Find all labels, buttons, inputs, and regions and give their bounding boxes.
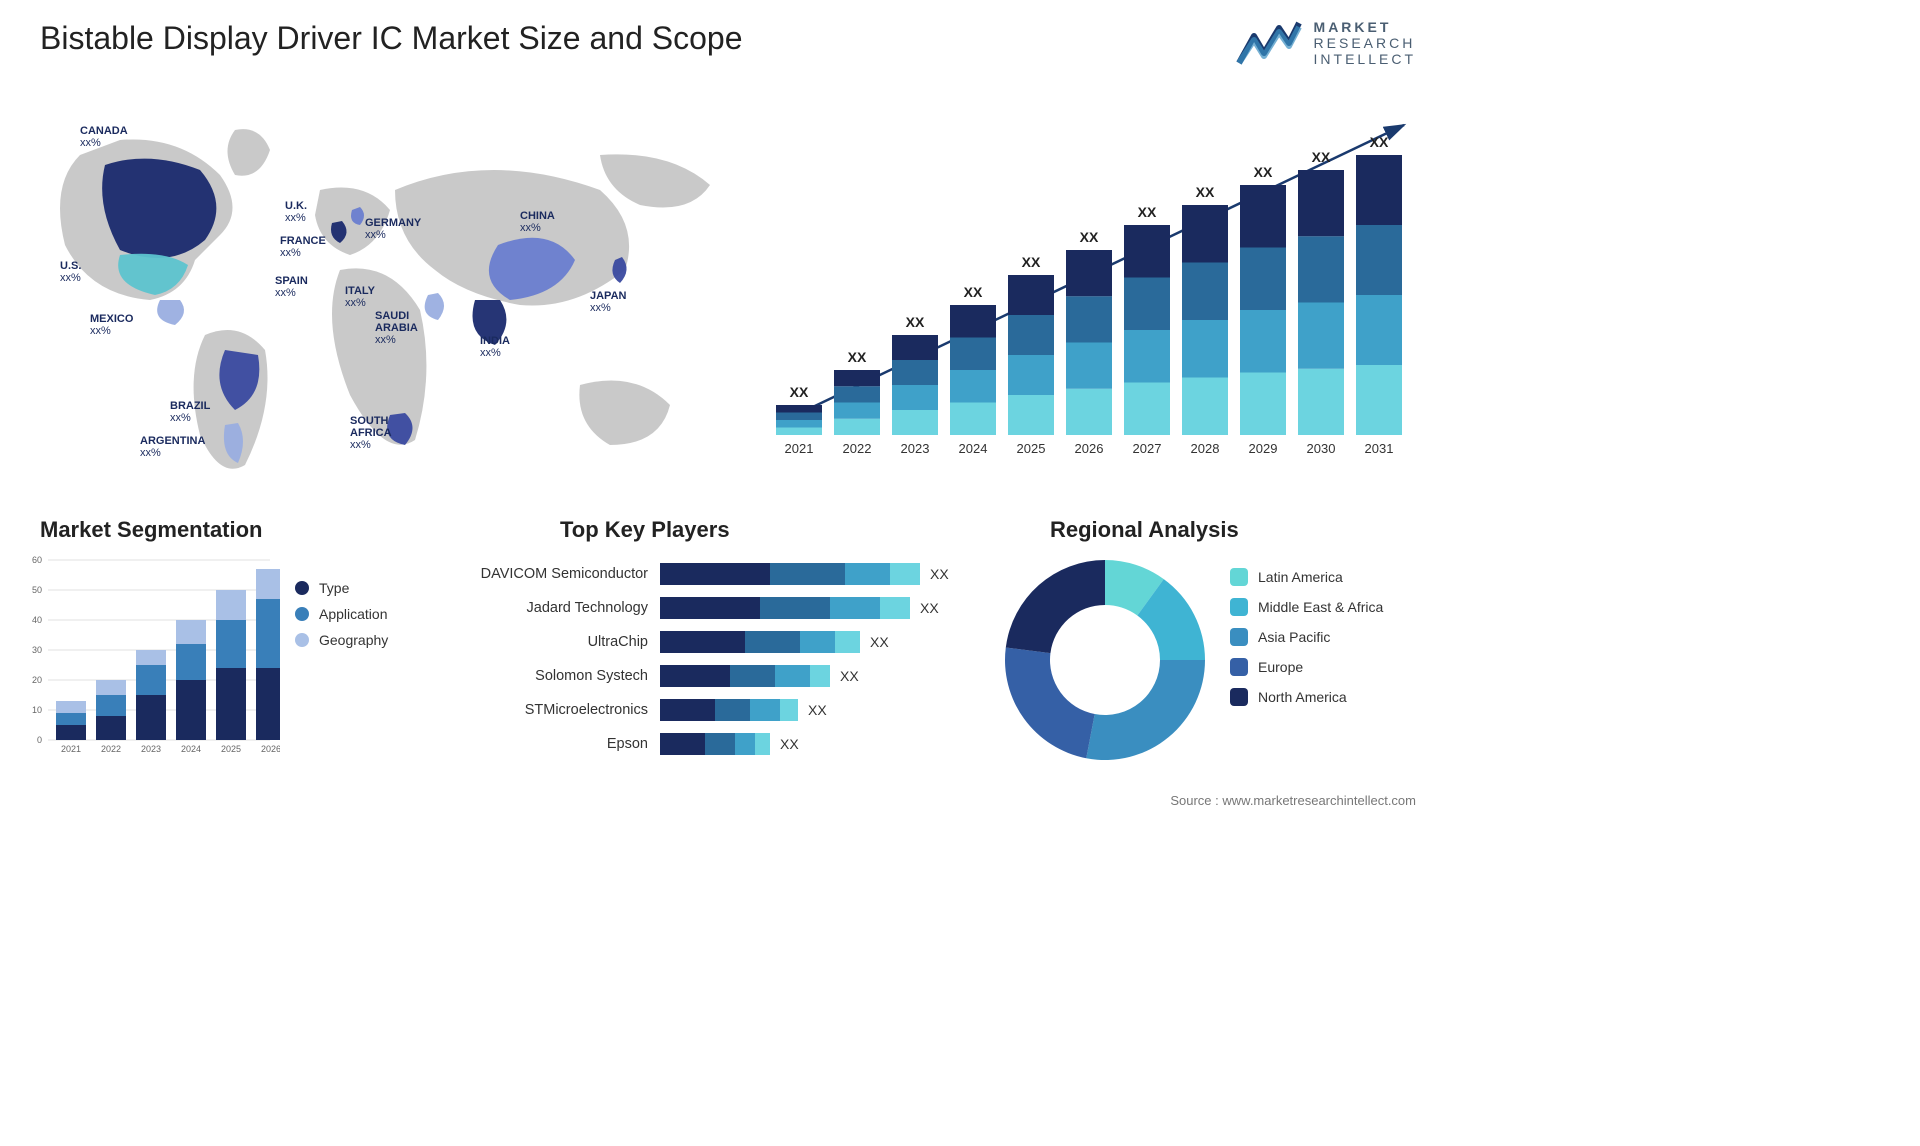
svg-text:XX: XX [1022, 254, 1041, 270]
svg-text:2031: 2031 [1365, 441, 1394, 456]
map-label: SPAINxx% [275, 275, 308, 299]
player-label: Epson [480, 736, 660, 752]
player-row: DAVICOM Semiconductor XX [480, 560, 990, 588]
brand-logo: MARKET RESEARCH INTELLECT [1234, 18, 1416, 68]
map-label: GERMANYxx% [365, 217, 421, 241]
regional-donut [1000, 555, 1210, 765]
segmentation-legend: Type Application Geography [295, 580, 388, 658]
player-row: Jadard Technology XX [480, 594, 990, 622]
svg-text:XX: XX [1080, 229, 1099, 245]
player-bar [660, 631, 860, 653]
players-chart: DAVICOM SemiconductorXXJadard Technology… [480, 560, 990, 770]
svg-text:XX: XX [1138, 204, 1157, 220]
map-label: MEXICOxx% [90, 313, 133, 337]
player-label: Solomon Systech [480, 668, 660, 684]
legend-item: North America [1230, 688, 1383, 706]
player-bar [660, 665, 830, 687]
map-label: CANADAxx% [80, 125, 128, 149]
legend-item: Type [295, 580, 388, 596]
legend-item: Asia Pacific [1230, 628, 1383, 646]
player-label: STMicroelectronics [480, 702, 660, 718]
player-bar [660, 699, 798, 721]
svg-text:XX: XX [1370, 134, 1389, 150]
player-bar [660, 597, 910, 619]
player-label: DAVICOM Semiconductor [480, 566, 660, 582]
legend-item: Geography [295, 632, 388, 648]
player-row: Solomon Systech XX [480, 662, 990, 690]
svg-text:XX: XX [906, 314, 925, 330]
svg-text:30: 30 [32, 645, 42, 655]
logo-line3: INTELLECT [1314, 51, 1416, 67]
svg-text:10: 10 [32, 705, 42, 715]
player-value: XX [780, 736, 799, 752]
svg-text:XX: XX [1312, 149, 1331, 165]
players-title: Top Key Players [560, 517, 730, 543]
player-row: STMicroelectronics XX [480, 696, 990, 724]
player-bar [660, 563, 920, 585]
svg-text:XX: XX [848, 349, 867, 365]
logo-icon [1234, 18, 1304, 68]
svg-text:50: 50 [32, 585, 42, 595]
player-label: UltraChip [480, 634, 660, 650]
svg-text:2030: 2030 [1307, 441, 1336, 456]
legend-item: Middle East & Africa [1230, 598, 1383, 616]
svg-text:20: 20 [32, 675, 42, 685]
svg-text:XX: XX [964, 284, 983, 300]
svg-text:2021: 2021 [785, 441, 814, 456]
world-map: CANADAxx% U.S.xx% MEXICOxx% BRAZILxx% ARGENT… [20, 95, 740, 485]
svg-text:2029: 2029 [1249, 441, 1278, 456]
segmentation-title: Market Segmentation [40, 517, 263, 543]
svg-text:60: 60 [32, 555, 42, 565]
svg-text:2023: 2023 [901, 441, 930, 456]
map-label: INDIAxx% [480, 335, 510, 359]
svg-text:2026: 2026 [1075, 441, 1104, 456]
map-label: JAPANxx% [590, 290, 626, 314]
map-label: U.K.xx% [285, 200, 307, 224]
svg-text:2025: 2025 [1017, 441, 1046, 456]
map-label: CHINAxx% [520, 210, 555, 234]
logo-line2: RESEARCH [1314, 35, 1416, 51]
segmentation-chart: 0 10 20 30 40 50 60 2021 2022 2023 2024 2025 2026 [20, 555, 280, 770]
svg-text:40: 40 [32, 615, 42, 625]
legend-item: Latin America [1230, 568, 1383, 586]
map-label: FRANCExx% [280, 235, 326, 259]
svg-text:2024: 2024 [181, 744, 201, 754]
map-label: SAUDIARABIAxx% [375, 310, 418, 346]
legend-item: Europe [1230, 658, 1383, 676]
svg-text:2021: 2021 [61, 744, 81, 754]
legend-item: Application [295, 606, 388, 622]
player-label: Jadard Technology [480, 600, 660, 616]
svg-text:2026: 2026 [261, 744, 280, 754]
player-bar [660, 733, 770, 755]
regional-title: Regional Analysis [1050, 517, 1239, 543]
player-value: XX [920, 600, 939, 616]
source-line: Source : www.marketresearchintellect.com [1170, 793, 1416, 808]
player-value: XX [870, 634, 889, 650]
map-label: ITALYxx% [345, 285, 375, 309]
player-value: XX [930, 566, 949, 582]
svg-text:0: 0 [37, 735, 42, 745]
svg-text:2022: 2022 [101, 744, 121, 754]
svg-text:2024: 2024 [959, 441, 988, 456]
player-row: Epson XX [480, 730, 990, 758]
map-label: BRAZILxx% [170, 400, 210, 424]
growth-bar-chart: XX 2021 XX 2022 XX 2023 XX 2024 XX 2025 XX 2026 XX 20… [766, 105, 1416, 470]
logo-line1: MARKET [1314, 19, 1416, 35]
map-label: SOUTHAFRICAxx% [350, 415, 392, 451]
svg-text:2028: 2028 [1191, 441, 1220, 456]
svg-text:2025: 2025 [221, 744, 241, 754]
svg-text:2023: 2023 [141, 744, 161, 754]
player-value: XX [840, 668, 859, 684]
map-label: ARGENTINAxx% [140, 435, 205, 459]
map-label: U.S.xx% [60, 260, 81, 284]
page-title: Bistable Display Driver IC Market Size a… [40, 20, 743, 57]
svg-text:XX: XX [790, 384, 809, 400]
svg-text:XX: XX [1196, 184, 1215, 200]
player-row: UltraChip XX [480, 628, 990, 656]
svg-text:2027: 2027 [1133, 441, 1162, 456]
regional-legend: Latin America Middle East & Africa Asia Pa… [1230, 568, 1383, 718]
player-value: XX [808, 702, 827, 718]
svg-text:XX: XX [1254, 164, 1273, 180]
svg-text:2022: 2022 [843, 441, 872, 456]
